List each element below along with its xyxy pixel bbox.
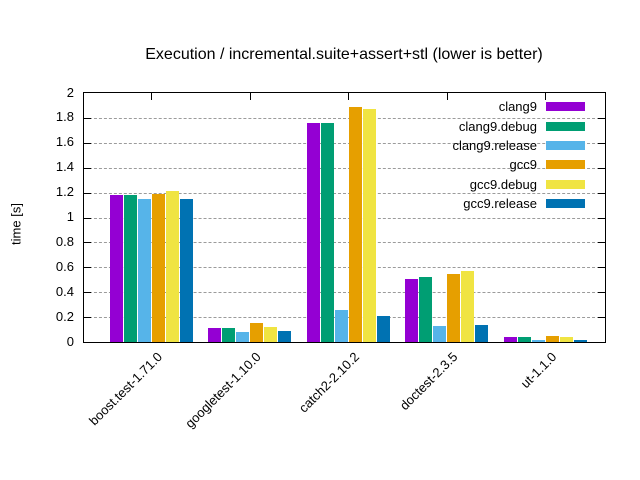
y-tick-label: 1 <box>66 209 74 224</box>
y-tickmark-left <box>84 317 91 319</box>
bar <box>559 337 573 342</box>
legend-swatch <box>546 140 585 150</box>
gridline <box>84 117 605 119</box>
y-tickmark-left <box>84 117 91 119</box>
legend-swatch <box>546 199 585 209</box>
plot-area <box>83 92 606 343</box>
y-tickmark-left <box>84 167 91 169</box>
x-tickmark-top <box>348 93 349 100</box>
y-tickmark-right <box>598 142 605 144</box>
bar <box>222 328 235 342</box>
legend-label: gcc9 <box>509 157 537 173</box>
chart-title: Execution / incremental.suite+assert+stl… <box>145 46 543 63</box>
y-tickmark-right <box>598 292 605 294</box>
y-tickmark-left <box>84 267 91 269</box>
gridline <box>84 167 605 169</box>
gridline <box>84 217 605 219</box>
y-tickmark-right <box>598 192 605 194</box>
x-tick-label: doctest-2.3.5 <box>397 349 461 413</box>
bar <box>461 271 474 342</box>
bar <box>334 309 348 342</box>
gridline <box>84 292 605 294</box>
y-tick-label: 1.2 <box>55 184 74 200</box>
bar <box>447 273 460 342</box>
y-tickmark-right <box>598 217 605 219</box>
bar <box>405 278 418 342</box>
gridline <box>84 267 605 269</box>
bar <box>179 198 193 342</box>
y-tickmark-right <box>598 242 605 244</box>
legend-item: clang9 <box>452 97 585 116</box>
legend-label: clang9.release <box>452 137 537 153</box>
y-tickmark-left <box>84 217 91 219</box>
bar <box>109 195 123 342</box>
y-tick-label: 0.4 <box>55 283 74 299</box>
gridline <box>84 142 605 144</box>
legend-label: clang9 <box>498 99 537 115</box>
y-tickmark-left <box>84 242 91 244</box>
bar <box>475 324 488 342</box>
bar <box>545 335 559 342</box>
y-tickmark-left <box>84 292 91 294</box>
bar <box>503 337 517 342</box>
x-tickmark-top <box>249 93 251 100</box>
bar <box>151 193 165 342</box>
legend-swatch <box>546 160 585 170</box>
bar <box>419 277 432 342</box>
legend-item: gcc9 <box>452 155 585 174</box>
bar <box>123 195 137 342</box>
bar <box>137 198 151 342</box>
y-tickmark-left <box>84 142 91 144</box>
legend-swatch <box>546 179 585 189</box>
legend-item: gcc9.debug <box>452 175 585 194</box>
y-tickmark-right <box>598 267 605 269</box>
legend-label: gcc9.debug <box>469 176 537 192</box>
bar <box>208 328 221 342</box>
bar <box>531 339 545 342</box>
legend-label: clang9.debug <box>458 118 537 134</box>
legend-item: gcc9.release <box>452 194 585 213</box>
bar <box>376 315 390 342</box>
y-tickmark-left <box>84 192 91 194</box>
y-tick-label: 1.6 <box>55 134 74 150</box>
x-tickmark-top <box>151 93 152 100</box>
bar <box>573 339 587 342</box>
bar <box>517 337 531 342</box>
x-tick-label: ut-1.1.0 <box>517 349 560 391</box>
y-tick-label: 0.2 <box>55 308 74 324</box>
bar <box>250 323 263 342</box>
y-tick-label: 0 <box>66 333 74 349</box>
bar <box>264 327 277 342</box>
bar <box>165 191 179 342</box>
bar <box>433 325 446 342</box>
gridline <box>84 192 605 194</box>
x-tickmark-top <box>545 93 546 100</box>
bar <box>306 122 320 342</box>
y-tick-label: 0.8 <box>55 233 74 249</box>
bar <box>348 106 362 342</box>
y-tick-label: 1.4 <box>55 159 74 175</box>
bar <box>320 122 334 342</box>
gridline <box>84 242 605 244</box>
bar <box>278 330 291 342</box>
y-tick-label: 2 <box>66 84 74 100</box>
y-tick-label: 1.8 <box>55 109 74 125</box>
x-tick-label: catch2-2.10.2 <box>295 349 363 416</box>
y-tick-label: 0.6 <box>55 258 74 274</box>
legend-item: clang9.debug <box>452 116 585 135</box>
y-tickmark-right <box>598 317 605 319</box>
legend-label: gcc9.release <box>463 196 537 212</box>
bar <box>362 109 376 342</box>
bar <box>236 332 249 342</box>
x-tick-label: googletest-1.10.0 <box>182 349 264 431</box>
y-tickmark-right <box>598 167 605 169</box>
legend-swatch <box>546 102 585 112</box>
legend: clang9 clang9.debug clang9.release gcc9 gcc9… <box>452 97 585 213</box>
y-tickmark-right <box>598 117 605 119</box>
legend-item: clang9.release <box>452 136 585 155</box>
legend-swatch <box>546 121 585 131</box>
x-tick-label: boost.test-1.71.0 <box>86 349 166 429</box>
x-tickmark-top <box>446 93 448 100</box>
